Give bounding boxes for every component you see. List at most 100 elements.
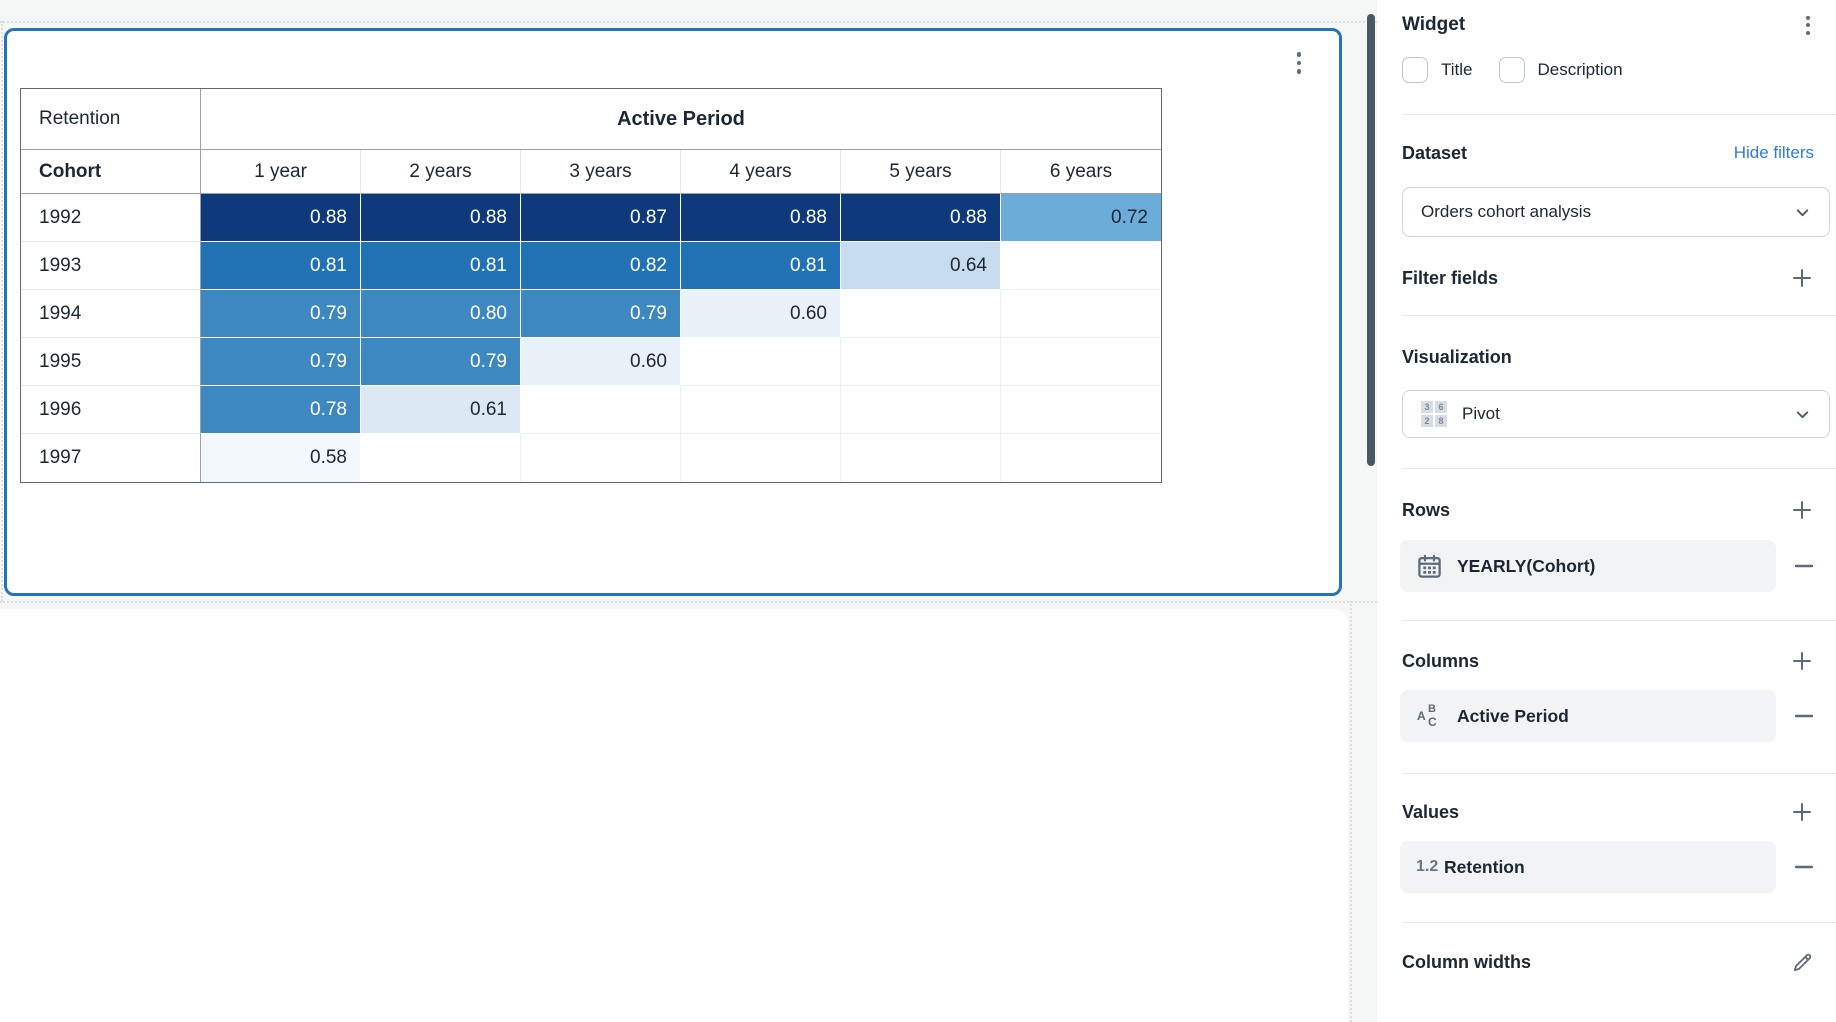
rows-header-row: Rows bbox=[1402, 494, 1814, 526]
rows-field-item-row: YEARLY(Cohort) bbox=[1400, 540, 1836, 592]
pivot-grid-cell: 8 bbox=[1435, 414, 1447, 427]
empty-cell bbox=[1001, 434, 1161, 482]
title-checkbox[interactable] bbox=[1402, 57, 1428, 83]
empty-cell bbox=[681, 434, 841, 482]
pivot-grid-cell: 6 bbox=[1435, 400, 1447, 413]
divider bbox=[1402, 315, 1836, 316]
hide-filters-link[interactable]: Hide filters bbox=[1733, 143, 1814, 162]
kebab-dot bbox=[1296, 52, 1302, 57]
column-header: 1 year bbox=[201, 150, 361, 194]
add-filter-field-plus-icon[interactable] bbox=[1790, 266, 1814, 290]
columns-heading: Columns bbox=[1402, 650, 1480, 671]
values-field-retention[interactable]: 1.2 Retention bbox=[1400, 841, 1776, 893]
column-header: 5 years bbox=[841, 150, 1001, 194]
column-group-title: Active Period bbox=[201, 89, 1161, 150]
rows-field-yearly-cohort[interactable]: YEARLY(Cohort) bbox=[1400, 540, 1776, 592]
empty-cell bbox=[841, 434, 1001, 482]
cohort-row-label: 1993 bbox=[21, 242, 201, 290]
divider bbox=[1402, 114, 1836, 115]
vertical-scrollbar-thumb[interactable] bbox=[1367, 14, 1375, 466]
retention-value-cell: 0.79 bbox=[521, 290, 681, 338]
column-widths-row: Column widths bbox=[1402, 946, 1814, 978]
add-value-field-plus-icon[interactable] bbox=[1790, 800, 1814, 824]
empty-cell bbox=[361, 434, 521, 482]
description-checkbox[interactable] bbox=[1498, 57, 1525, 83]
dataset-select[interactable]: Orders cohort analysis bbox=[1402, 187, 1830, 237]
visualization-selected-value: Pivot bbox=[1462, 404, 1500, 423]
sidebar-title: Widget bbox=[1402, 14, 1466, 35]
add-column-field-plus-icon[interactable] bbox=[1790, 649, 1814, 673]
retention-value-cell: 0.82 bbox=[521, 242, 681, 290]
column-header: 4 years bbox=[681, 150, 841, 194]
kebab-dot bbox=[1296, 60, 1302, 66]
cohort-row-label: 1996 bbox=[21, 386, 201, 434]
retention-value-cell: 0.79 bbox=[201, 290, 361, 338]
retention-value-cell: 0.81 bbox=[681, 242, 841, 290]
widget-card-menu-kebab-icon[interactable] bbox=[1292, 45, 1306, 81]
sidebar-header: Widget bbox=[1402, 8, 1814, 42]
retention-value-cell: 0.72 bbox=[1001, 194, 1161, 242]
title-description-row: Title Description bbox=[1402, 57, 1623, 83]
grid-dotted-line-left bbox=[1, 21, 3, 601]
widget-card[interactable]: Retention Active Period Cohort 1 year 2 year… bbox=[4, 28, 1342, 596]
kebab-dot bbox=[1806, 15, 1810, 20]
retention-value-cell: 0.88 bbox=[361, 194, 521, 242]
remove-row-field-minus-icon[interactable] bbox=[1792, 554, 1816, 578]
values-field-label: Retention bbox=[1444, 856, 1525, 877]
column-header: 3 years bbox=[521, 150, 681, 194]
chevron-down-icon bbox=[1796, 208, 1809, 216]
row-axis-label: Cohort bbox=[21, 150, 201, 194]
values-header-row: Values bbox=[1402, 796, 1814, 828]
rows-heading: Rows bbox=[1402, 499, 1451, 520]
remove-value-field-minus-icon[interactable] bbox=[1792, 855, 1816, 879]
retention-value-cell: 0.88 bbox=[201, 194, 361, 242]
sidebar-menu-kebab-icon[interactable] bbox=[1802, 12, 1814, 39]
retention-value-cell: 0.88 bbox=[841, 194, 1001, 242]
pivot-grid-cell: 2 bbox=[1421, 414, 1433, 427]
column-header: 6 years bbox=[1001, 150, 1161, 194]
columns-header-row: Columns bbox=[1402, 645, 1814, 677]
pivot-table: Retention Active Period Cohort 1 year 2 year… bbox=[20, 88, 1162, 483]
retention-value-cell: 0.79 bbox=[361, 338, 521, 386]
column-widths-heading: Column widths bbox=[1402, 951, 1531, 972]
empty-cell bbox=[1001, 242, 1161, 290]
add-row-field-plus-icon[interactable] bbox=[1790, 498, 1814, 522]
filter-fields-heading: Filter fields bbox=[1402, 267, 1499, 288]
number-icon: 1.2 bbox=[1416, 858, 1439, 875]
description-checkbox-label[interactable]: Description bbox=[1537, 60, 1623, 79]
retention-value-cell: 0.60 bbox=[521, 338, 681, 386]
divider bbox=[1402, 468, 1836, 469]
remove-column-field-minus-icon[interactable] bbox=[1792, 704, 1816, 728]
pivot-grid-icon: 3 6 2 8 bbox=[1421, 400, 1448, 428]
visualization-header-row: Visualization bbox=[1402, 342, 1814, 372]
visualization-select[interactable]: 3 6 2 8 Pivot bbox=[1402, 390, 1830, 438]
grid-dotted-line-right bbox=[1350, 601, 1352, 1022]
pivot-corner-label: Retention bbox=[21, 89, 201, 150]
empty-cell bbox=[841, 386, 1001, 434]
columns-field-label: Active Period bbox=[1457, 705, 1569, 726]
rows-field-label: YEARLY(Cohort) bbox=[1457, 555, 1596, 576]
cohort-row-label: 1992 bbox=[21, 194, 201, 242]
retention-value-cell: 0.88 bbox=[681, 194, 841, 242]
retention-value-cell: 0.79 bbox=[201, 338, 361, 386]
values-heading: Values bbox=[1402, 801, 1460, 822]
divider bbox=[1402, 773, 1836, 774]
filter-fields-row: Filter fields bbox=[1402, 262, 1814, 294]
retention-value-cell: 0.81 bbox=[201, 242, 361, 290]
retention-value-cell: 0.78 bbox=[201, 386, 361, 434]
empty-cell bbox=[841, 338, 1001, 386]
dataset-selected-value: Orders cohort analysis bbox=[1421, 202, 1592, 221]
pivot-grid-cell: 3 bbox=[1421, 400, 1433, 413]
empty-cell bbox=[1001, 338, 1161, 386]
edit-column-widths-pencil-icon[interactable] bbox=[1791, 951, 1814, 974]
empty-cell bbox=[681, 338, 841, 386]
retention-value-cell: 0.80 bbox=[361, 290, 521, 338]
empty-cell bbox=[1001, 386, 1161, 434]
empty-cell bbox=[841, 290, 1001, 338]
dataset-heading: Dataset bbox=[1402, 142, 1468, 163]
title-checkbox-label[interactable]: Title bbox=[1441, 60, 1473, 79]
